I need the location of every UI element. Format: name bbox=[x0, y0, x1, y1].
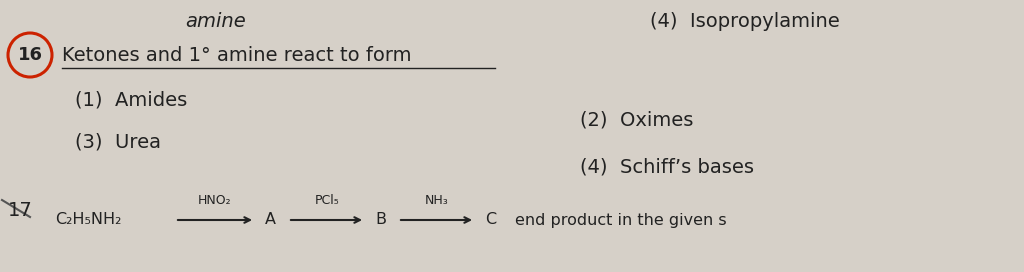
Text: C₂H₅NH₂: C₂H₅NH₂ bbox=[55, 212, 122, 227]
Text: PCl₅: PCl₅ bbox=[314, 194, 339, 207]
Text: (2)  Oximes: (2) Oximes bbox=[580, 110, 693, 129]
Text: (4)  Isopropylamine: (4) Isopropylamine bbox=[650, 12, 840, 31]
Text: 16: 16 bbox=[17, 46, 43, 64]
Text: end product in the given s: end product in the given s bbox=[515, 212, 727, 227]
Text: (3)  Urea: (3) Urea bbox=[75, 132, 161, 152]
Text: amine: amine bbox=[185, 12, 246, 31]
Text: 17: 17 bbox=[8, 200, 33, 220]
Text: B: B bbox=[375, 212, 386, 227]
Text: HNO₂: HNO₂ bbox=[199, 194, 231, 207]
Text: C: C bbox=[485, 212, 496, 227]
Text: A: A bbox=[265, 212, 276, 227]
Text: NH₃: NH₃ bbox=[425, 194, 449, 207]
Text: Ketones and 1° amine react to form: Ketones and 1° amine react to form bbox=[62, 45, 412, 64]
Text: (1)  Amides: (1) Amides bbox=[75, 91, 187, 110]
Text: (4)  Schiff’s bases: (4) Schiff’s bases bbox=[580, 157, 754, 177]
